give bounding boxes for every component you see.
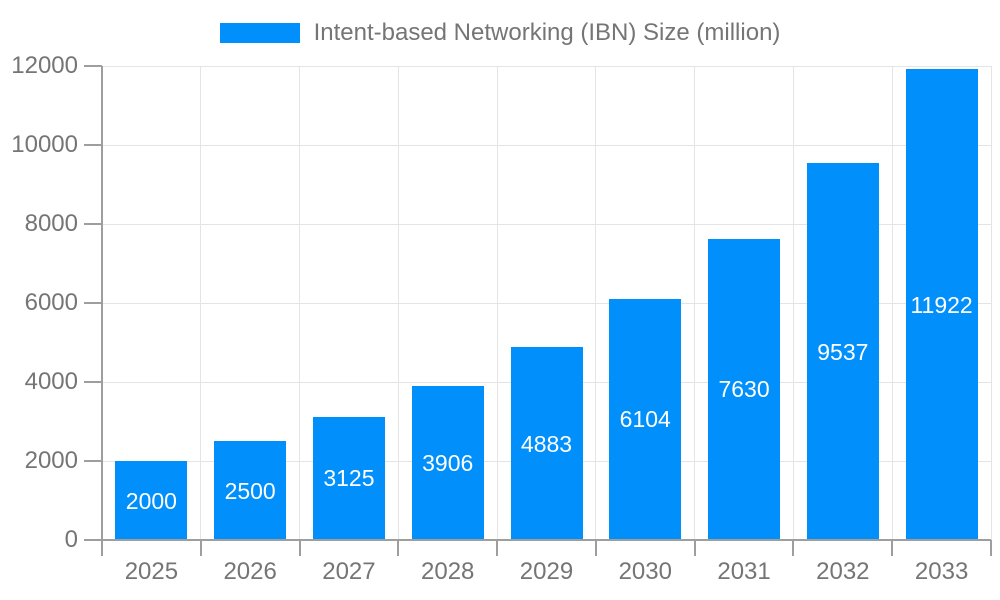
x-axis-tick-label: 2033 (914, 558, 969, 585)
x-axis-tick-label: 2028 (421, 558, 475, 585)
x-axis-tick-label: 2030 (618, 558, 672, 585)
x-axis-line (102, 539, 991, 541)
x-axis-tick (594, 540, 597, 556)
legend-label: Intent-based Networking (IBN) Size (mill… (313, 19, 781, 46)
bar[interactable] (708, 238, 781, 540)
v-gridline (595, 66, 597, 540)
x-axis-tick-label: 2032 (816, 558, 870, 585)
x-axis-tick-label: 2031 (717, 558, 771, 585)
plot-area: 2000 2500 3125 3906 4883 6104 7630 9537 11922 (102, 65, 992, 540)
bar-value-label: 11922 (910, 291, 973, 318)
x-axis-tick (891, 540, 894, 556)
y-axis-tick (84, 144, 102, 146)
bar-value-label: 4883 (520, 430, 573, 457)
bar[interactable] (905, 69, 978, 540)
y-axis-tick-label: 8000 (24, 210, 78, 237)
h-gridline (102, 65, 991, 67)
bar[interactable] (214, 441, 287, 540)
y-axis-tick (84, 302, 102, 304)
legend-swatch (219, 23, 300, 43)
x-axis-tick (496, 540, 499, 556)
v-gridline (694, 66, 696, 540)
bar-value-label: 3125 (323, 465, 375, 492)
y-axis-tick-label: 12000 (11, 52, 78, 79)
v-gridline (299, 66, 301, 540)
y-axis-tick-label: 4000 (24, 368, 78, 395)
x-axis-tick (990, 540, 992, 556)
y-axis-tick (84, 65, 102, 67)
y-axis-tick (84, 381, 102, 383)
v-gridline (200, 66, 202, 540)
y-axis-tick (84, 539, 102, 541)
h-gridline (102, 302, 991, 304)
bar-value-label: 6104 (619, 406, 671, 433)
bar[interactable] (510, 347, 583, 540)
y-axis-line (101, 66, 103, 556)
x-axis-tick (693, 540, 696, 556)
x-axis-tick-label: 2025 (124, 558, 179, 585)
x-axis-tick (792, 540, 795, 556)
bar[interactable] (312, 416, 385, 540)
x-axis-tick-label: 2029 (519, 558, 574, 585)
y-axis-tick (84, 223, 102, 225)
bar-value-label: 2500 (224, 477, 276, 504)
bar-value-label: 3906 (422, 449, 474, 476)
y-axis-tick-label: 6000 (24, 289, 78, 316)
bar-value-label: 2000 (125, 487, 177, 514)
h-gridline (102, 144, 991, 146)
y-axis-tick-label: 2000 (24, 447, 78, 474)
legend[interactable]: Intent-based Networking (IBN) Size (mill… (0, 18, 1000, 48)
x-axis-tick (298, 540, 301, 556)
bar-value-label: 9537 (817, 338, 869, 365)
v-gridline (891, 66, 893, 540)
bar[interactable] (609, 298, 682, 540)
v-gridline (792, 66, 794, 540)
y-axis-tick-label: 10000 (11, 131, 78, 158)
x-axis-tick-label: 2027 (322, 558, 376, 585)
v-gridline (397, 66, 399, 540)
bar[interactable] (411, 385, 484, 540)
bar[interactable] (806, 163, 879, 540)
v-gridline (496, 66, 498, 540)
h-gridline (102, 223, 991, 225)
x-axis-tick (397, 540, 400, 556)
x-axis-tick (199, 540, 202, 556)
v-gridline (990, 66, 992, 540)
bar-value-label: 7630 (718, 376, 770, 403)
bar[interactable] (115, 461, 188, 540)
x-axis-tick (101, 540, 103, 556)
x-axis-tick-label: 2026 (223, 558, 277, 585)
y-axis-tick (84, 460, 102, 462)
y-axis-tick-label: 0 (64, 526, 78, 553)
